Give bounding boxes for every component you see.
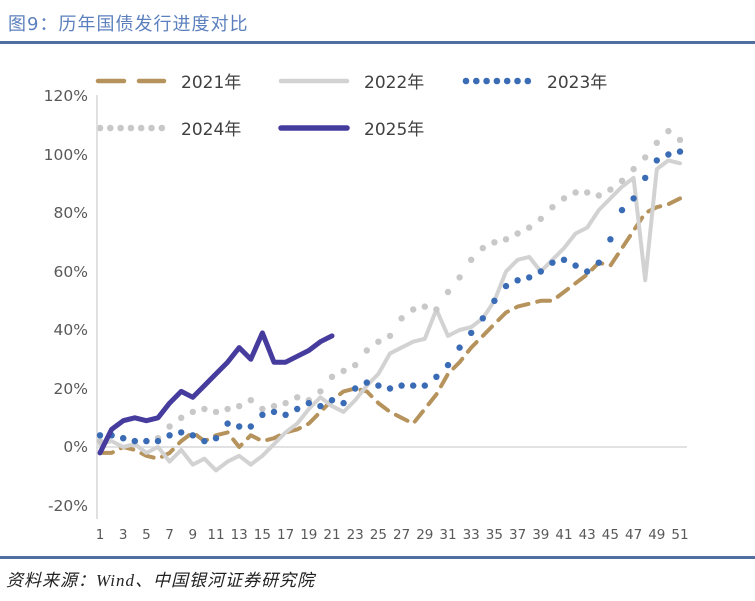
x-tick-label: 5 xyxy=(142,527,151,543)
legend-swatch-solid xyxy=(278,78,350,83)
y-tick-label: -20% xyxy=(47,496,88,515)
source-attribution: 资料来源：Wind、中国银河证券研究院 xyxy=(6,571,315,590)
legend-row-1: 2021年 2022年 2023年 xyxy=(95,57,644,104)
title-divider-rule xyxy=(0,41,755,44)
legend-item-2021年: 2021年 xyxy=(95,68,278,93)
x-tick-label: 3 xyxy=(118,527,128,543)
x-tick-label: 29 xyxy=(416,527,434,543)
series-2021年-line xyxy=(98,196,682,461)
x-tick-label: 1 xyxy=(95,527,105,543)
x-tick-label: 23 xyxy=(346,527,364,543)
y-tick-label: 60% xyxy=(53,262,88,281)
series-2025年-line xyxy=(97,330,335,456)
y-tick-label: 100% xyxy=(43,145,88,164)
legend-swatch-dotted xyxy=(96,124,166,131)
x-tick-label: 49 xyxy=(648,527,666,543)
y-tick-label: 0% xyxy=(63,438,88,456)
x-tick-label: 7 xyxy=(165,527,174,543)
series-2022年-line xyxy=(98,158,682,473)
x-tick-label: 13 xyxy=(230,527,248,543)
x-tick-label: 15 xyxy=(253,527,271,543)
legend-item-2023年: 2023年 xyxy=(461,68,644,93)
x-tick-label: 39 xyxy=(532,527,550,543)
legend-item-2025年: 2025年 xyxy=(278,115,461,140)
y-tick-label: 40% xyxy=(53,321,88,339)
legend-swatch-dashed xyxy=(95,78,167,83)
series-2023年-dots xyxy=(96,148,684,445)
x-tick-label: 51 xyxy=(671,527,689,543)
y-tick-label: 120% xyxy=(43,87,88,105)
x-tick-label: 27 xyxy=(393,527,411,543)
legend-swatch-dotted xyxy=(462,77,532,84)
legend-item-2024年: 2024年 xyxy=(95,115,278,140)
y-tick-label: 20% xyxy=(53,379,88,398)
x-tick-label: 19 xyxy=(300,527,318,543)
x-tick-label: 45 xyxy=(601,527,619,543)
x-tick-label: 43 xyxy=(578,527,596,543)
x-tick-label: 33 xyxy=(462,527,480,543)
x-tick-label: 17 xyxy=(277,527,295,543)
legend-label: 2022年 xyxy=(364,73,425,93)
x-tick-label: 31 xyxy=(439,527,457,543)
figure-title: 图9：历年国债发行进度对比 xyxy=(8,14,249,35)
x-tick-label: 9 xyxy=(188,527,198,543)
legend-label: 2025年 xyxy=(364,120,425,140)
x-tick-label: 25 xyxy=(369,527,387,543)
legend-label: 2024年 xyxy=(181,120,242,140)
x-tick-label: 37 xyxy=(509,527,527,543)
legend-item-2022年: 2022年 xyxy=(278,68,461,93)
series-2024年-dots xyxy=(96,127,684,445)
x-tick-label: 41 xyxy=(555,527,573,543)
x-tick-label: 11 xyxy=(207,527,225,543)
x-tick-label: 47 xyxy=(625,527,643,543)
x-tick-label: 35 xyxy=(485,527,503,543)
chart-legend: 2021年 2022年 2023年 2024年 2025年 xyxy=(95,57,644,151)
legend-label: 2021年 xyxy=(181,73,242,93)
legend-swatch-solid-bold xyxy=(278,124,350,131)
x-tick-label: 21 xyxy=(323,527,341,543)
legend-label: 2023年 xyxy=(547,73,608,93)
footer-divider-rule xyxy=(0,556,755,559)
y-tick-label: 80% xyxy=(53,204,88,222)
legend-row-2: 2024年 2025年 xyxy=(95,104,644,151)
